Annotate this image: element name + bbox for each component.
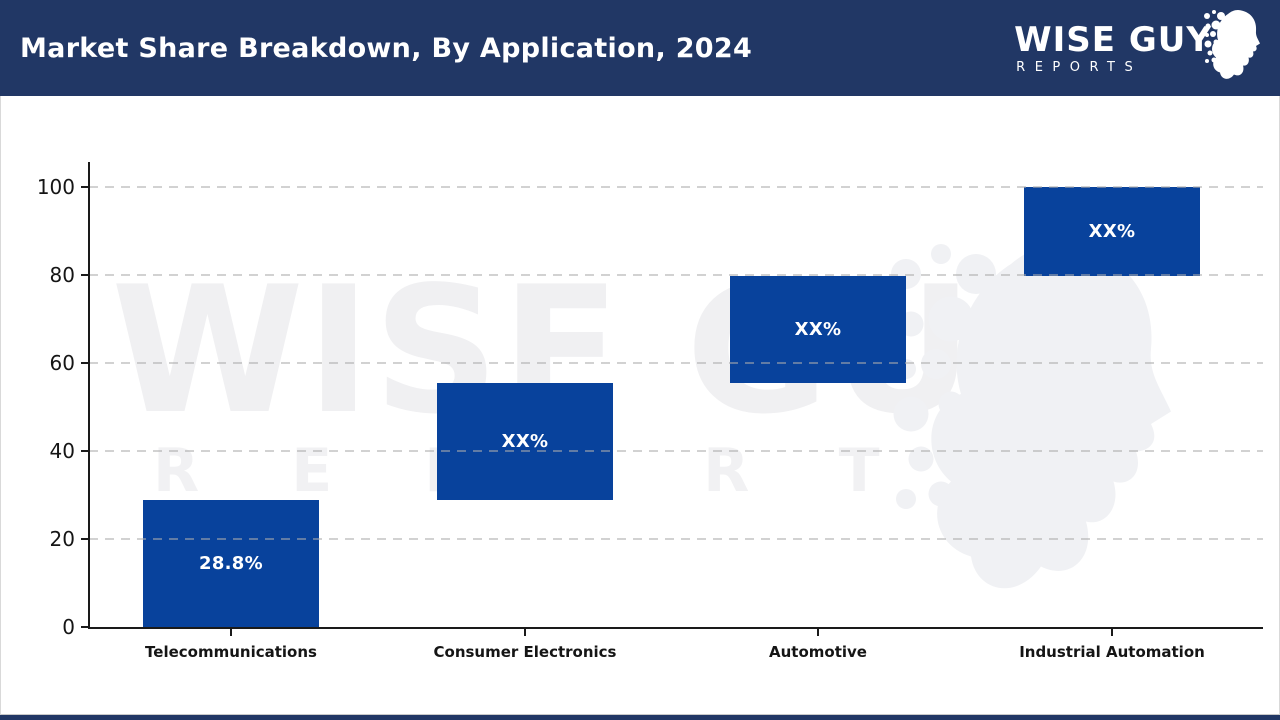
y-tick-mark — [81, 538, 88, 540]
bar-segment: XX% — [1024, 187, 1200, 276]
y-tick-label: 60 — [49, 351, 75, 375]
wiseguy-head-icon — [1204, 10, 1260, 79]
y-tick-mark — [81, 450, 88, 452]
y-tick-label: 0 — [62, 615, 75, 639]
bar-value-label: XX% — [794, 319, 842, 341]
gridline — [89, 186, 1263, 188]
waterfall-chart: WISE GUY REPORTS 0 20 40 60 80 100 Telecommuni… — [0, 96, 1280, 715]
y-tick-mark — [81, 362, 88, 364]
footer-strip — [0, 715, 1280, 720]
x-tick-label: Automotive — [769, 643, 867, 661]
header: Market Share Breakdown, By Application, … — [0, 0, 1280, 96]
x-tick-label: Telecommunications — [145, 643, 317, 661]
watermark-head-icon — [891, 244, 1171, 589]
x-axis-spine — [88, 627, 1263, 629]
bar-value-label: XX% — [501, 431, 549, 453]
y-tick-mark — [81, 626, 88, 628]
bar-value-label: XX% — [1088, 220, 1136, 242]
bar-value-label: 28.8% — [199, 553, 263, 575]
bar-segment: 28.8% — [143, 500, 319, 627]
bar-segment: XX% — [730, 275, 906, 384]
y-tick-label: 20 — [49, 527, 75, 551]
y-tick-mark — [81, 186, 88, 188]
page-title: Market Share Breakdown, By Application, … — [20, 32, 753, 64]
y-tick-label: 100 — [36, 175, 75, 199]
x-tick-mark — [1111, 629, 1113, 636]
logo-wordmark: WISE GUY — [1014, 19, 1212, 60]
bar-segment: XX% — [437, 383, 613, 501]
y-axis-spine — [88, 162, 90, 629]
x-tick-mark — [230, 629, 232, 636]
gridline — [89, 362, 1263, 364]
gridline — [89, 538, 1263, 540]
y-tick-mark — [81, 274, 88, 276]
gridline — [89, 450, 1263, 452]
x-tick-mark — [817, 629, 819, 636]
y-tick-label: 80 — [49, 263, 75, 287]
x-tick-label: Consumer Electronics — [433, 643, 617, 661]
x-tick-mark — [524, 629, 526, 636]
logo-subtext: REPORTS — [1016, 59, 1143, 75]
gridline — [89, 274, 1263, 276]
y-tick-label: 40 — [49, 439, 75, 463]
wiseguy-logo: WISE GUY REPORTS — [1014, 10, 1266, 86]
x-tick-label: Industrial Automation — [1019, 643, 1205, 661]
